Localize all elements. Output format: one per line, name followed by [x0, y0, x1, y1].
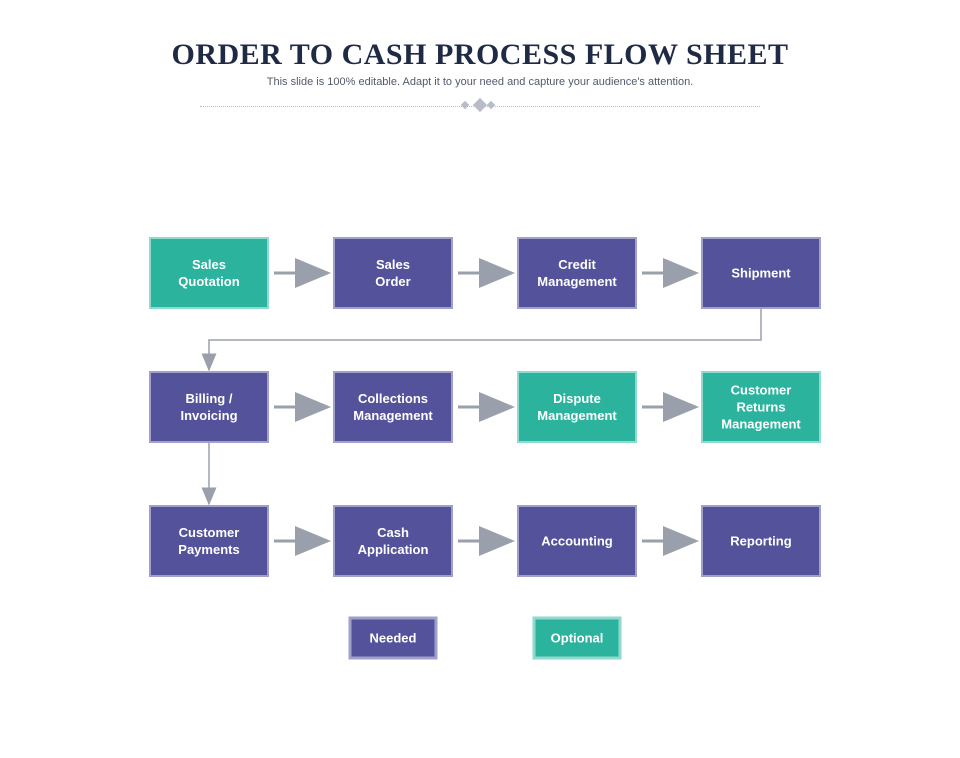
legend-needed: Needed	[350, 618, 436, 658]
node-label: Dispute	[553, 391, 601, 406]
node-shipment: Shipment	[702, 238, 820, 308]
node-dispute-management: Dispute Management	[518, 372, 636, 442]
node-label: Management	[721, 416, 801, 431]
node-cash-application: Cash Application	[334, 506, 452, 576]
node-customer-returns-management: Customer Returns Management	[702, 372, 820, 442]
node-label: Quotation	[178, 274, 239, 289]
node-label: Collections	[358, 391, 428, 406]
flowchart-canvas: Sales Quotation Sales Order Credit Management…	[0, 38, 960, 758]
node-label: Sales	[192, 257, 226, 272]
node-label: Sales	[376, 257, 410, 272]
node-label: Credit	[558, 257, 596, 272]
node-label: Order	[375, 274, 410, 289]
node-sales-order: Sales Order	[334, 238, 452, 308]
node-customer-payments: Customer Payments	[150, 506, 268, 576]
node-label: Billing /	[186, 391, 233, 406]
node-label: Management	[353, 408, 433, 423]
node-billing-invoicing: Billing / Invoicing	[150, 372, 268, 442]
node-label: Accounting	[541, 533, 613, 548]
node-collections-management: Collections Management	[334, 372, 452, 442]
node-label: Management	[537, 408, 617, 423]
node-label: Customer	[179, 525, 240, 540]
node-label: Application	[358, 542, 429, 557]
legend-label: Optional	[551, 630, 604, 645]
wrap-connector	[209, 308, 761, 370]
node-label: Payments	[178, 542, 239, 557]
node-label: Returns	[736, 399, 785, 414]
legend-label: Needed	[370, 630, 417, 645]
node-label: Management	[537, 274, 617, 289]
node-label: Shipment	[731, 265, 791, 280]
node-sales-quotation: Sales Quotation	[150, 238, 268, 308]
node-reporting: Reporting	[702, 506, 820, 576]
node-label: Reporting	[730, 533, 791, 548]
node-label: Cash	[377, 525, 409, 540]
node-label: Invoicing	[180, 408, 237, 423]
legend-optional: Optional	[534, 618, 620, 658]
node-credit-management: Credit Management	[518, 238, 636, 308]
node-label: Customer	[731, 382, 792, 397]
node-accounting: Accounting	[518, 506, 636, 576]
